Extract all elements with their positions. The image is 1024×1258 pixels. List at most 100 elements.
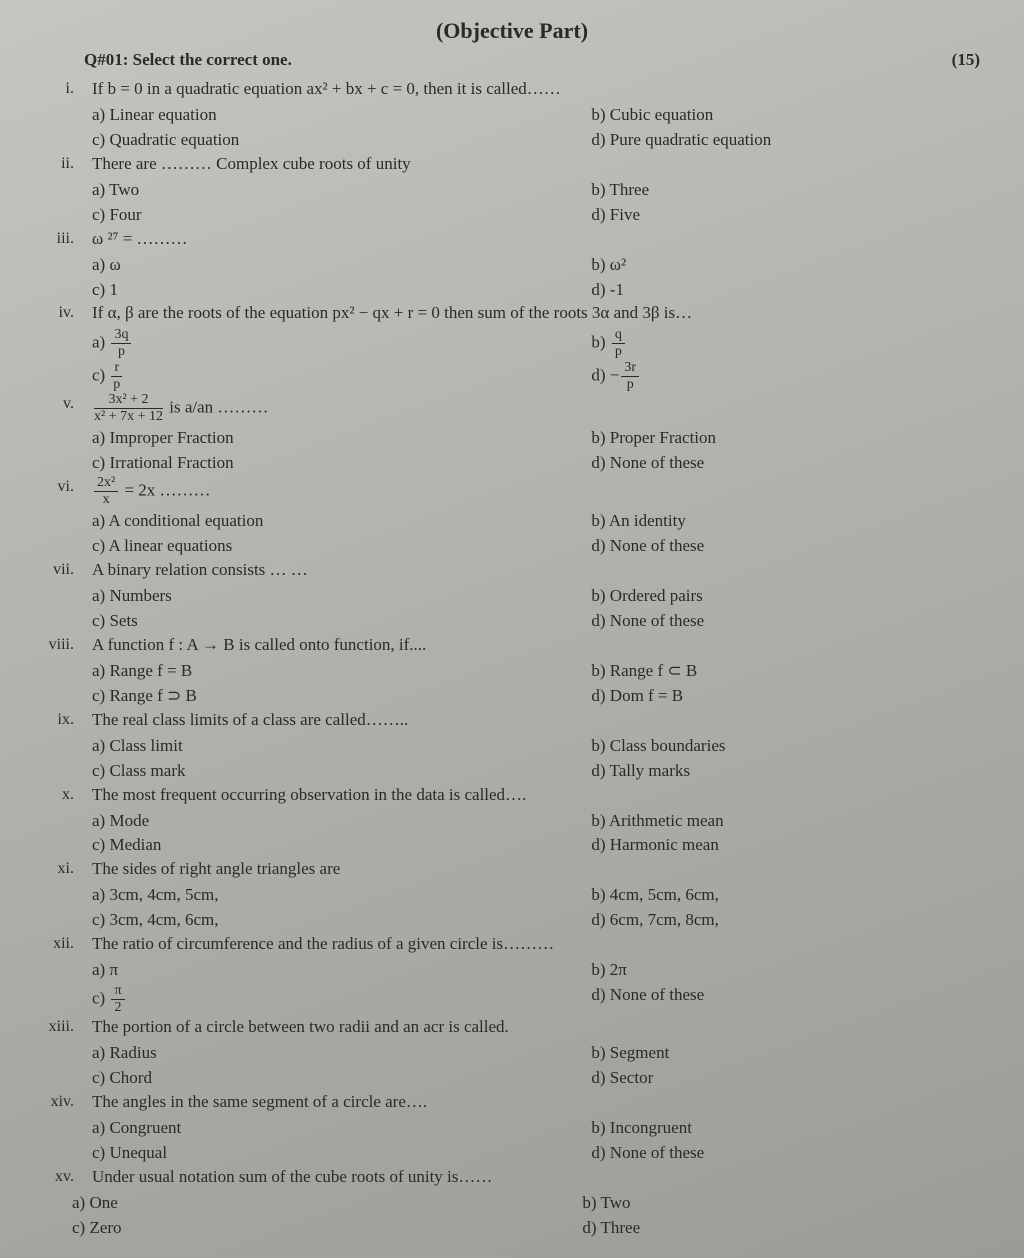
question-number: xii. [24,933,92,955]
option: d) None of these [591,983,1000,1016]
option: a) ω [92,253,591,278]
question-1: i.If b = 0 in a quadratic equation ax² +… [24,78,1000,101]
option: c) rp [92,360,591,393]
question-stem: If b = 0 in a quadratic equation ax² + b… [92,78,1000,101]
question-number: v. [24,393,92,415]
option: b) 2π [591,958,1000,983]
option: c) Range f ⊃ B [92,684,591,709]
question-options: a) Numbersb) Ordered pairsc) Setsd) None… [24,584,1000,634]
option: b) Cubic equation [591,103,1000,128]
question-options: a) Radiusb) Segmentc) Chordd) Sector [24,1041,1000,1091]
question-options: a) Oneb) Twoc) Zerod) Three [24,1191,1000,1241]
question-options: a) Improper Fractionb) Proper Fractionc)… [24,426,1000,476]
question-stem: There are ……… Complex cube roots of unit… [92,153,1000,176]
option: b) Class boundaries [591,734,1000,759]
option: b) Proper Fraction [591,426,1000,451]
question-number: iv. [24,302,92,324]
option: a) 3cm, 4cm, 5cm, [92,883,591,908]
option: b) ω² [591,253,1000,278]
question-number: ii. [24,153,92,175]
option: d) -1 [591,278,1000,303]
option: b) Two [582,1191,1000,1216]
option: c) Median [92,833,591,858]
option: d) Dom f = B [591,684,1000,709]
option: a) Two [92,178,591,203]
option: a) Mode [92,809,591,834]
option: c) π2 [92,983,591,1016]
question-stem: Under usual notation sum of the cube roo… [92,1166,1000,1189]
question-number: i. [24,78,92,100]
option: c) Quadratic equation [92,128,591,153]
question-2: ii.There are ……… Complex cube roots of u… [24,153,1000,176]
question-options: a) Class limitb) Class boundariesc) Clas… [24,734,1000,784]
question-9: ix.The real class limits of a class are … [24,709,1000,732]
question-6: vi.2x²x = 2x ……… [24,476,1000,507]
question-stem: 3x² + 2x² + 7x + 12 is a/an ……… [92,393,1000,424]
question-11: xi.The sides of right angle triangles ar… [24,858,1000,881]
question-number: viii. [24,634,92,656]
question-number: xi. [24,858,92,880]
option: d) Sector [591,1066,1000,1091]
option: c) A linear equations [92,534,591,559]
option: d) 6cm, 7cm, 8cm, [591,908,1000,933]
option: c) Unequal [92,1141,591,1166]
question-stem: The most frequent occurring observation … [92,784,1000,807]
option: d) Five [591,203,1000,228]
option: c) Zero [72,1216,582,1241]
question-number: x. [24,784,92,806]
option: d) None of these [591,534,1000,559]
question-options: a) 3cm, 4cm, 5cm,b) 4cm, 5cm, 6cm,c) 3cm… [24,883,1000,933]
question-stem: The real class limits of a class are cal… [92,709,1000,732]
question-options: a) Congruentb) Incongruentc) Unequald) N… [24,1116,1000,1166]
question-stem: A binary relation consists … … [92,559,1000,582]
question-15: xv.Under usual notation sum of the cube … [24,1166,1000,1189]
question-options: a) Linear equationb) Cubic equationc) Qu… [24,103,1000,153]
question-stem: If α, β are the roots of the equation px… [92,302,1000,325]
option: a) Congruent [92,1116,591,1141]
question-8: viii.A function f : A → B is called onto… [24,634,1000,657]
option: d) None of these [591,451,1000,476]
option: d) Tally marks [591,759,1000,784]
option: a) A conditional equation [92,509,591,534]
question-options: a) Range f = Bb) Range f ⊂ Bc) Range f ⊃… [24,659,1000,709]
question-options: a) ωb) ω²c) 1d) -1 [24,253,1000,303]
option: b) Ordered pairs [591,584,1000,609]
question-4: iv.If α, β are the roots of the equation… [24,302,1000,325]
option: b) Range f ⊂ B [591,659,1000,684]
question-options: a) 3qpb) qpc) rpd) −3rp [24,327,1000,393]
question-number: ix. [24,709,92,731]
option: c) 1 [92,278,591,303]
option: a) Linear equation [92,103,591,128]
question-12: xii.The ratio of circumference and the r… [24,933,1000,956]
questions-container: i.If b = 0 in a quadratic equation ax² +… [24,78,1000,1241]
option: b) Arithmetic mean [591,809,1000,834]
option: a) One [72,1191,582,1216]
instruction-row: Q#01: Select the correct one. (15) [24,50,1000,78]
exam-page: (Objective Part) Q#01: Select the correc… [0,0,1024,1258]
option: d) None of these [591,1141,1000,1166]
question-number: iii. [24,228,92,250]
option: c) 3cm, 4cm, 6cm, [92,908,591,933]
option: d) Three [582,1216,1000,1241]
option: a) π [92,958,591,983]
question-7: vii.A binary relation consists … … [24,559,1000,582]
option: a) Numbers [92,584,591,609]
question-10: x.The most frequent occurring observatio… [24,784,1000,807]
question-number: xv. [24,1166,92,1188]
marks-text: (15) [952,50,980,70]
question-14: xiv.The angles in the same segment of a … [24,1091,1000,1114]
option: b) Incongruent [591,1116,1000,1141]
question-stem: A function f : A → B is called onto func… [92,634,1000,657]
option: a) Radius [92,1041,591,1066]
option: c) Irrational Fraction [92,451,591,476]
option: b) An identity [591,509,1000,534]
question-5: v.3x² + 2x² + 7x + 12 is a/an ……… [24,393,1000,424]
option: a) Range f = B [92,659,591,684]
question-3: iii.ω ²⁷ = ……… [24,228,1000,251]
option: a) Improper Fraction [92,426,591,451]
question-options: a) πb) 2πc) π2d) None of these [24,958,1000,1016]
question-options: a) Twob) Threec) Fourd) Five [24,178,1000,228]
option: b) 4cm, 5cm, 6cm, [591,883,1000,908]
option: c) Class mark [92,759,591,784]
option: a) Class limit [92,734,591,759]
